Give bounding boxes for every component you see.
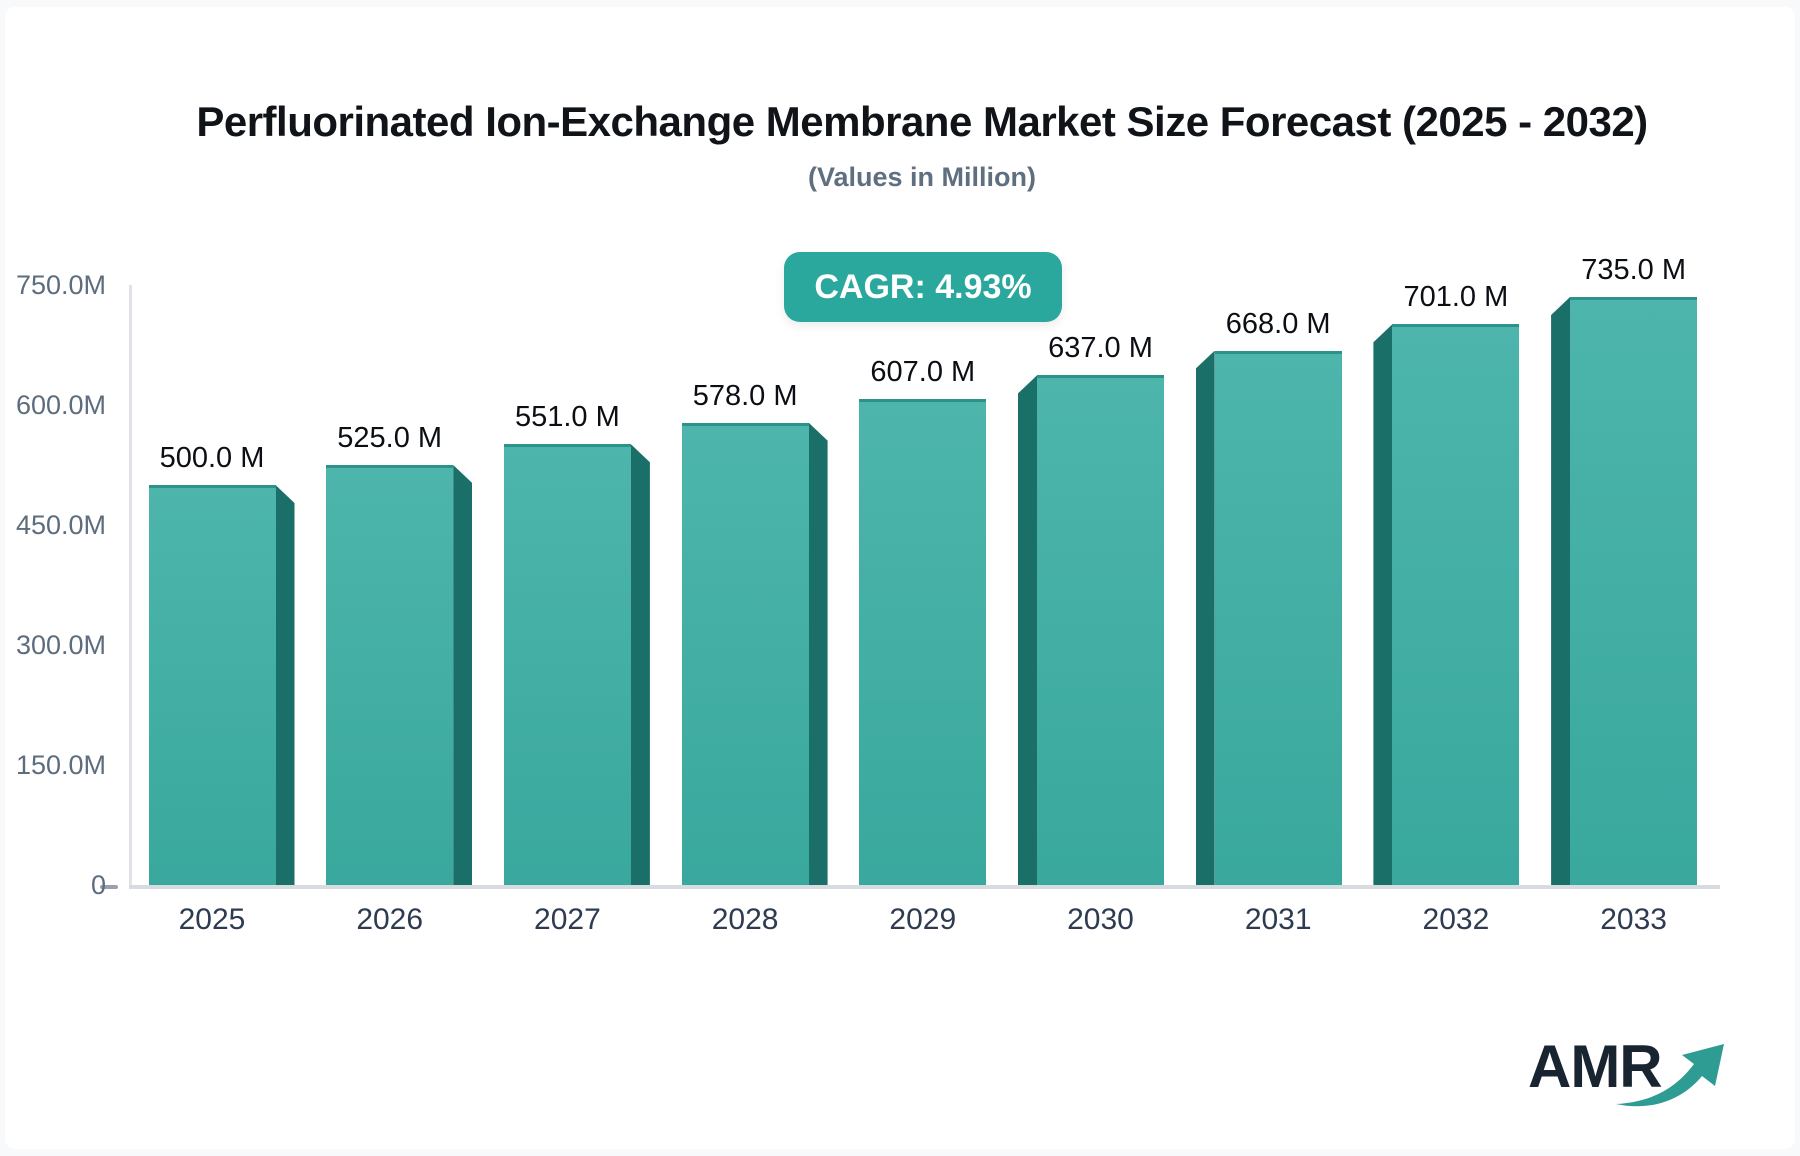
bar-value-label: 701.0 M [1403, 281, 1509, 314]
y-axis-label: 750.0M [15, 270, 106, 300]
chart-subtitle: (Values in Million) [807, 162, 1037, 192]
bar-2031 [1214, 350, 1342, 885]
bar-side-face [630, 444, 650, 885]
y-axis-label: 450.0M [15, 510, 106, 540]
bar-value-label: 551.0 M [514, 401, 620, 434]
bar-2026 [326, 465, 454, 885]
bar-2030 [1037, 375, 1164, 885]
amr-logo: AMR [1528, 1032, 1768, 1122]
zero-tick-mark [100, 885, 118, 889]
x-axis-baseline [129, 885, 1720, 889]
x-axis-label: 2027 [534, 903, 601, 936]
x-axis-label: 2026 [356, 903, 424, 936]
bar-2025 [148, 485, 276, 885]
cagr-badge-label: CAGR: 4.93% [814, 267, 1032, 306]
bar-value-label: 525.0 M [337, 422, 443, 454]
y-axis-line [129, 285, 132, 889]
bar-side-face [1373, 324, 1393, 885]
y-axis-label: 150.0M [15, 750, 106, 780]
bar-side-face [1551, 297, 1571, 885]
bar-value-label: 735.0 M [1581, 254, 1686, 286]
bar-side-face [1018, 375, 1037, 885]
bar-side-face [275, 485, 295, 885]
cagr-badge: CAGR: 4.93% [784, 252, 1062, 322]
bar-value-label: 668.0 M [1225, 307, 1331, 340]
x-axis-label: 2025 [178, 903, 246, 936]
bar-2032 [1392, 324, 1520, 885]
bar-2027 [503, 444, 631, 885]
x-axis-label: 2028 [711, 903, 779, 936]
bar-side-face [1195, 350, 1215, 885]
bar-side-face [453, 465, 473, 885]
x-axis-label: 2031 [1244, 903, 1312, 936]
amr-logo-text: AMR [1528, 1033, 1663, 1100]
y-axis-label: 600.0M [15, 390, 106, 420]
x-axis-label: 2030 [1067, 903, 1134, 936]
chart-title: Perfluorinated Ion-Exchange Membrane Mar… [196, 98, 1648, 145]
bar-2033 [1570, 297, 1698, 885]
x-axis-label: 2032 [1422, 903, 1490, 936]
y-axis-label: 300.0M [15, 630, 106, 660]
bar-value-label: 500.0 M [159, 442, 265, 474]
x-axis-label: 2029 [889, 903, 957, 936]
bar-2028 [681, 422, 809, 885]
x-axis-label: 2033 [1600, 903, 1667, 936]
chart-card: Perfluorinated Ion-Exchange Membrane Mar… [5, 7, 1795, 1149]
trend-up-arrow-icon [1616, 1044, 1724, 1107]
bar-value-label: 637.0 M [1048, 332, 1153, 365]
bar-value-label: 607.0 M [870, 356, 976, 389]
y-axis-label: 0 [90, 870, 106, 900]
bar-2029 [859, 399, 987, 885]
bar-value-label: 578.0 M [692, 379, 798, 412]
bar-side-face [808, 422, 828, 885]
